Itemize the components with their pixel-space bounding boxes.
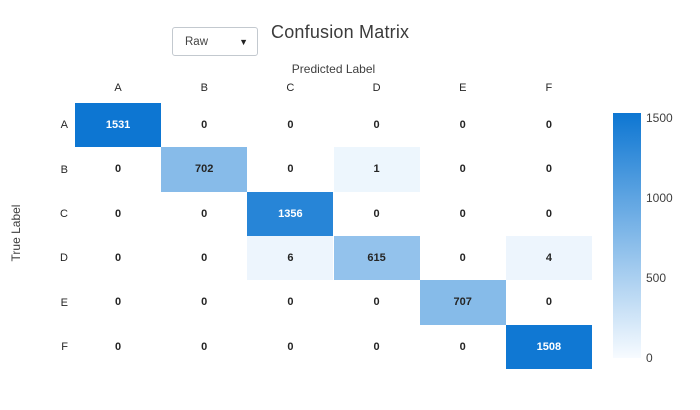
col-header: C xyxy=(286,82,295,94)
metric-dropdown-value: Raw xyxy=(185,35,209,48)
matrix-cell: 1 xyxy=(333,147,420,192)
matrix-cell: 0 xyxy=(505,191,592,236)
matrix-cell: 0 xyxy=(161,236,248,281)
matrix-cell: 1508 xyxy=(505,324,592,369)
matrix-cell: 0 xyxy=(419,147,506,192)
matrix-cell: 0 xyxy=(247,147,334,192)
matrix-cell: 0 xyxy=(247,324,334,369)
colorbar-gradient xyxy=(613,113,641,358)
matrix-cell: 702 xyxy=(161,147,248,192)
row-header: C xyxy=(60,207,68,220)
matrix-cell: 0 xyxy=(333,191,420,236)
matrix-cell: 0 xyxy=(75,236,162,281)
matrix-cell: 0 xyxy=(419,191,506,236)
matrix-cell: 0 xyxy=(75,324,162,369)
matrix-cell: 0 xyxy=(161,280,248,325)
matrix-cell: 0 xyxy=(161,191,248,236)
matrix-cell: 615 xyxy=(333,236,420,281)
matrix-cell: 0 xyxy=(505,280,592,325)
col-header: F xyxy=(545,82,553,94)
matrix-cell: 1356 xyxy=(247,191,334,236)
matrix-cell: 707 xyxy=(419,280,506,325)
matrix-cell: 0 xyxy=(333,280,420,325)
matrix-cell: 0 xyxy=(75,147,162,192)
y-axis-label: True Label xyxy=(9,204,23,262)
matrix-cell: 1531 xyxy=(75,103,162,148)
colorbar-tick-label: 0 xyxy=(646,351,653,365)
colorbar-tick-label: 1500 xyxy=(646,110,673,125)
matrix-cell: 0 xyxy=(419,324,506,369)
col-header: B xyxy=(200,82,208,94)
matrix-cell: 4 xyxy=(505,236,592,281)
matrix-cell: 0 xyxy=(505,147,592,192)
row-header: F xyxy=(61,340,68,353)
row-header: B xyxy=(60,163,68,176)
matrix-cell: 0 xyxy=(247,280,334,325)
matrix-cell: 6 xyxy=(247,236,334,281)
matrix-cell: 0 xyxy=(161,324,248,369)
row-header: D xyxy=(60,252,68,265)
colorbar-tick-label: 500 xyxy=(646,270,667,285)
matrix-cell: 0 xyxy=(161,103,248,148)
matrix-cell: 0 xyxy=(75,280,162,325)
x-axis-label: Predicted Label xyxy=(291,62,376,76)
col-header: A xyxy=(114,82,122,94)
row-header: E xyxy=(60,296,68,309)
chevron-down-icon: ▼ xyxy=(239,36,248,47)
matrix-cell: 0 xyxy=(505,103,592,148)
matrix-cell: 0 xyxy=(419,103,506,148)
col-header: D xyxy=(372,82,381,94)
page-title: Confusion Matrix xyxy=(271,22,410,42)
matrix-cell: 0 xyxy=(75,191,162,236)
matrix-cell: 0 xyxy=(247,103,334,148)
row-header: A xyxy=(60,119,68,132)
metric-dropdown[interactable]: Raw ▼ xyxy=(172,27,258,56)
col-header: E xyxy=(459,82,467,94)
matrix-cell: 0 xyxy=(419,236,506,281)
matrix-cell: 0 xyxy=(333,324,420,369)
colorbar-tick-label: 1000 xyxy=(646,190,673,205)
matrix-cell: 0 xyxy=(333,103,420,148)
